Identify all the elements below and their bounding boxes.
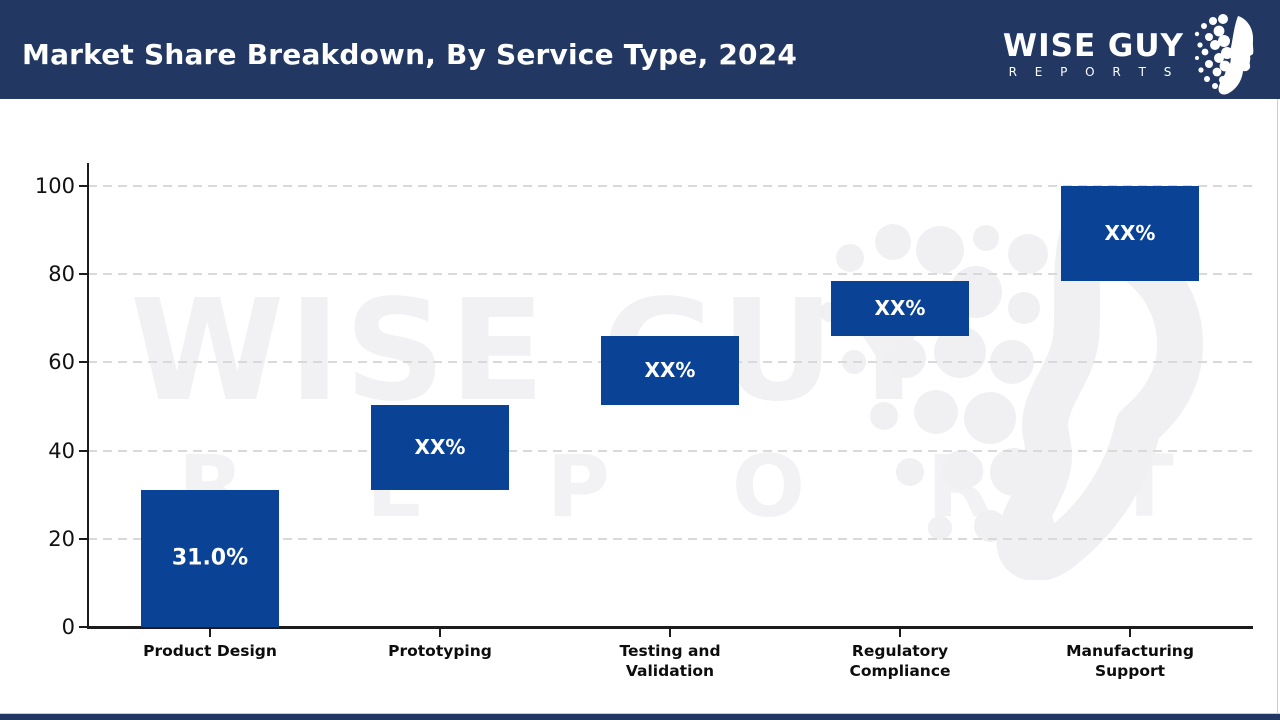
- watermark-face-profile: [996, 220, 1204, 580]
- x-category-label-line: Compliance: [849, 662, 951, 680]
- x-category-label-product-design: Product Design: [95, 641, 325, 661]
- page-title: Market Share Breakdown, By Service Type,…: [22, 38, 798, 71]
- x-category-label-line: Support: [1094, 662, 1166, 680]
- x-category-label-testing-and-validation: Testing and Validation: [555, 641, 785, 681]
- figure-right-edge: [1277, 99, 1278, 714]
- bar-prototyping: XX%: [371, 405, 509, 491]
- x-category-label-line: Validation: [625, 662, 715, 680]
- x-category-label-line: Product Design: [143, 642, 277, 660]
- gridline-40: [88, 449, 1253, 452]
- y-tick-label-60: 60: [48, 350, 75, 375]
- gridline-80: [88, 273, 1253, 276]
- gridline-20: [88, 537, 1253, 540]
- x-category-label-line: Testing and: [619, 642, 721, 660]
- x-category-label-prototyping: Prototyping: [325, 641, 555, 661]
- y-tick-20: [79, 537, 87, 540]
- x-tick-regulatory-compliance: [899, 629, 901, 637]
- header-bar: Market Share Breakdown, By Service Type,…: [0, 0, 1280, 99]
- y-tick-80: [79, 273, 87, 276]
- bar-testing-and-validation: XX%: [601, 335, 739, 406]
- bar-value-label-prototyping: XX%: [414, 434, 466, 459]
- logo-wordmark: WISE GUY: [1002, 28, 1184, 64]
- y-tick-40: [79, 449, 87, 452]
- bar-value-label-manufacturing-support: XX%: [1104, 220, 1156, 245]
- y-tick-label-80: 80: [48, 262, 75, 287]
- x-category-label-line: Regulatory: [851, 642, 949, 660]
- y-tick-0: [79, 626, 87, 628]
- footer-bar: [0, 714, 1280, 720]
- y-tick-label-20: 20: [48, 526, 75, 551]
- x-tick-prototyping: [439, 629, 441, 637]
- bar-value-label-regulatory-compliance: XX%: [874, 295, 926, 320]
- bar-product-design: 31.0%: [141, 490, 279, 627]
- bar-value-label-product-design: 31.0%: [171, 545, 249, 571]
- bar-manufacturing-support: XX%: [1061, 186, 1199, 282]
- x-tick-testing-and-validation: [669, 629, 671, 637]
- y-axis-line: [87, 163, 89, 629]
- y-tick-label-100: 100: [34, 174, 75, 198]
- x-category-label-regulatory-compliance: Regulatory Compliance: [785, 641, 1015, 681]
- x-tick-manufacturing-support: [1129, 629, 1131, 637]
- y-tick-label-0: 0: [61, 615, 75, 639]
- x-category-label-line: Manufacturing: [1066, 642, 1194, 660]
- bar-regulatory-compliance: XX%: [831, 281, 969, 336]
- x-category-label-line: Prototyping: [388, 642, 492, 660]
- brand-logo: WISE GUY R E P O R T S: [1002, 13, 1254, 96]
- x-axis-line: [87, 626, 1253, 629]
- brand-logo-text: WISE GUY R E P O R T S: [1002, 28, 1184, 79]
- y-tick-60: [79, 361, 87, 364]
- bar-value-label-testing-and-validation: XX%: [644, 357, 696, 382]
- watermark-wordmark: WISE GUY: [130, 270, 944, 433]
- figure-bottom-edge: [0, 713, 1280, 714]
- x-category-label-manufacturing-support: Manufacturing Support: [1015, 641, 1245, 681]
- y-tick-100: [79, 185, 87, 187]
- logo-subtext: R E P O R T S: [1008, 65, 1179, 79]
- gridline-100: [88, 185, 1253, 187]
- logo-face-icon: [1194, 13, 1254, 95]
- y-tick-label-40: 40: [48, 438, 75, 463]
- x-tick-product-design: [209, 629, 211, 637]
